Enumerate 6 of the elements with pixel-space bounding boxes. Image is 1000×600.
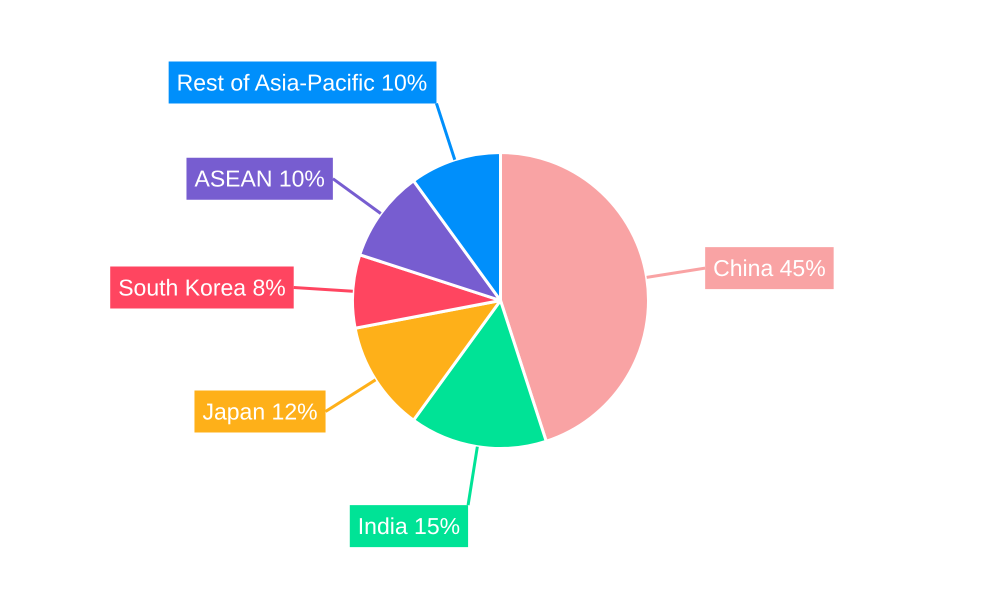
- slice-label: China 45%: [713, 255, 826, 282]
- slice-label: South Korea 8%: [118, 274, 286, 300]
- slice-label: India 15%: [358, 513, 460, 540]
- slice-label: ASEAN 10%: [194, 166, 325, 192]
- slice-label: Japan 12%: [202, 398, 318, 425]
- slice-label: Rest of Asia-Pacific 10%: [176, 69, 428, 96]
